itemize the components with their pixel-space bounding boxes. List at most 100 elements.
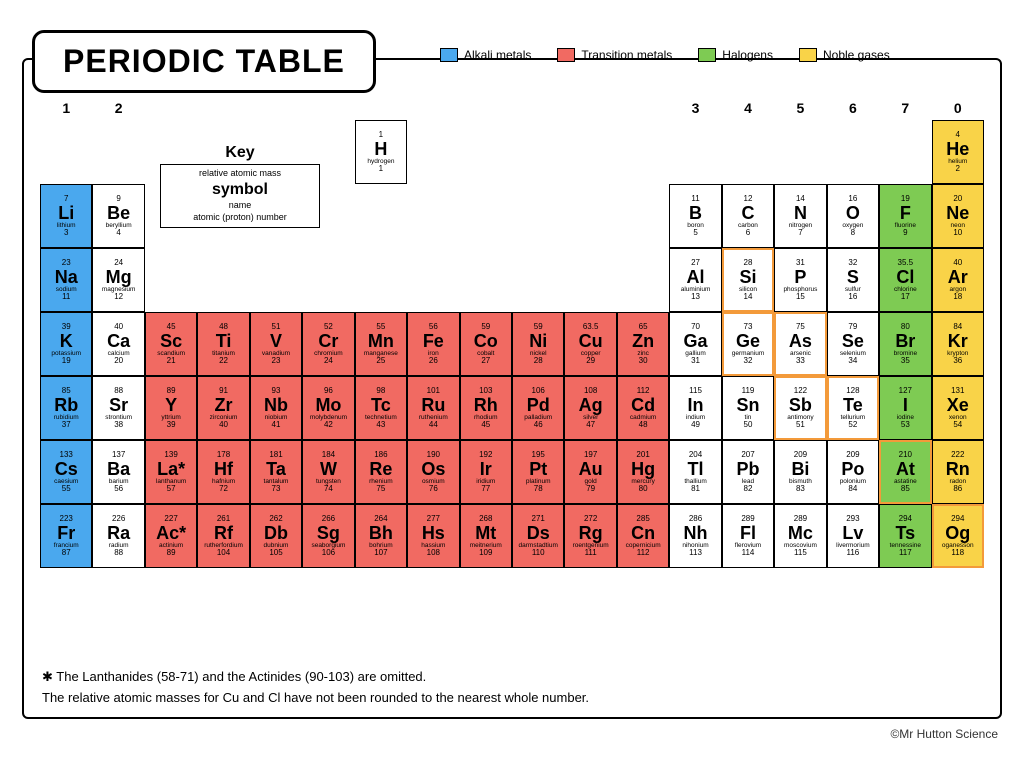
element-cell-ne: 20Neneon10	[932, 184, 984, 248]
element-mass: 264	[374, 515, 387, 523]
element-mass: 222	[951, 451, 964, 459]
element-mass: 45	[167, 323, 176, 331]
legend-label: Alkali metals	[464, 48, 531, 62]
element-symbol: Ru	[421, 396, 445, 414]
element-mass: 59	[534, 323, 543, 331]
group-label	[145, 100, 197, 116]
element-number: 27	[481, 357, 490, 365]
element-cell-zr: 91Zrzirconium40	[197, 376, 249, 440]
element-symbol: Fe	[423, 332, 444, 350]
element-cell-i: 127Iiodine53	[879, 376, 931, 440]
element-symbol: Pt	[529, 460, 547, 478]
element-mass: 209	[794, 451, 807, 459]
element-cell-fe: 56Feiron26	[407, 312, 459, 376]
element-cell-ra: 226Raradium88	[92, 504, 144, 568]
element-cell-bh: 264Bhbohrium107	[355, 504, 407, 568]
element-number: 110	[532, 549, 545, 557]
element-mass: 9	[116, 195, 120, 203]
element-cell-og: 294Ogoganesson118	[932, 504, 984, 568]
element-cell-te: 128Tetellurium52	[827, 376, 879, 440]
group-label: 0	[932, 100, 984, 116]
element-cell-rf: 261Rfrutherfordium104	[197, 504, 249, 568]
element-cell-nh: 286Nhnihonium113	[669, 504, 721, 568]
element-mass: 85	[62, 387, 71, 395]
element-mass: 59	[481, 323, 490, 331]
element-mass: 7	[64, 195, 68, 203]
element-cell-ar: 40Arargon18	[932, 248, 984, 312]
element-symbol: Sr	[109, 396, 128, 414]
element-number: 84	[848, 485, 857, 493]
element-number: 43	[376, 421, 385, 429]
element-mass: 40	[114, 323, 123, 331]
element-number: 73	[272, 485, 281, 493]
group-label	[250, 100, 302, 116]
element-number: 42	[324, 421, 333, 429]
group-label	[617, 100, 669, 116]
element-symbol: S	[847, 268, 859, 286]
element-cell-cu: 63.5Cucopper29	[564, 312, 616, 376]
element-mass: 96	[324, 387, 333, 395]
element-symbol: Ga	[684, 332, 708, 350]
element-symbol: Mg	[106, 268, 132, 286]
element-number: 54	[953, 421, 962, 429]
element-cell-k: 39Kpotassium19	[40, 312, 92, 376]
element-mass: 137	[112, 451, 125, 459]
element-mass: 268	[479, 515, 492, 523]
element-symbol: Ti	[216, 332, 232, 350]
footnote-line: ✱ The Lanthanides (58-71) and the Actini…	[42, 667, 589, 688]
element-number: 88	[114, 549, 123, 557]
element-mass: 35.5	[898, 259, 914, 267]
element-number: 12	[114, 293, 123, 301]
element-cell-xe: 131Xexenon54	[932, 376, 984, 440]
element-number: 38	[114, 421, 123, 429]
element-symbol: H	[374, 140, 387, 158]
element-cell-al: 27Alaluminium13	[669, 248, 721, 312]
element-mass: 261	[217, 515, 230, 523]
element-mass: 14	[796, 195, 805, 203]
element-mass: 272	[584, 515, 597, 523]
element-cell-cd: 112Cdcadmium48	[617, 376, 669, 440]
element-number: 111	[585, 549, 597, 557]
legend-label: Transition metals	[581, 48, 672, 62]
element-mass: 289	[741, 515, 754, 523]
element-symbol: Ds	[527, 524, 550, 542]
element-symbol: Rb	[54, 396, 78, 414]
element-symbol: Cu	[579, 332, 603, 350]
element-number: 85	[901, 485, 910, 493]
element-number: 41	[272, 421, 281, 429]
element-number: 78	[534, 485, 543, 493]
element-cell-rb: 85Rbrubidium37	[40, 376, 92, 440]
element-cell-b: 11Bboron5	[669, 184, 721, 248]
element-symbol: Zr	[215, 396, 233, 414]
element-number: 4	[116, 229, 120, 237]
element-symbol: Po	[841, 460, 864, 478]
element-symbol: La*	[157, 460, 185, 478]
element-symbol: Hf	[214, 460, 233, 478]
element-mass: 119	[742, 387, 755, 395]
element-symbol: Tc	[371, 396, 391, 414]
element-number: 116	[847, 549, 860, 557]
element-number: 29	[586, 357, 595, 365]
element-mass: 55	[376, 323, 385, 331]
legend-label: Noble gases	[823, 48, 890, 62]
element-symbol: Pd	[527, 396, 550, 414]
element-number: 6	[746, 229, 750, 237]
element-symbol: I	[903, 396, 908, 414]
group-label: 5	[774, 100, 826, 116]
element-number: 107	[374, 549, 387, 557]
element-symbol: Li	[58, 204, 74, 222]
element-cell-o: 16Ooxygen8	[827, 184, 879, 248]
element-cell-ti: 48Tititanium22	[197, 312, 249, 376]
element-symbol: Hs	[422, 524, 445, 542]
element-cell-cs: 133Cscaesium55	[40, 440, 92, 504]
element-mass: 28	[744, 259, 753, 267]
element-number: 25	[376, 357, 385, 365]
element-number: 49	[691, 421, 700, 429]
element-number: 53	[901, 421, 910, 429]
group-labels-row: 12345670	[40, 100, 984, 116]
element-mass: 139	[164, 451, 177, 459]
element-cell-pd: 106Pdpalladium46	[512, 376, 564, 440]
element-cell-c: 12Ccarbon6	[722, 184, 774, 248]
periodic-table-grid: Key relative atomic mass symbol name ato…	[40, 120, 984, 568]
element-symbol: Pb	[736, 460, 759, 478]
